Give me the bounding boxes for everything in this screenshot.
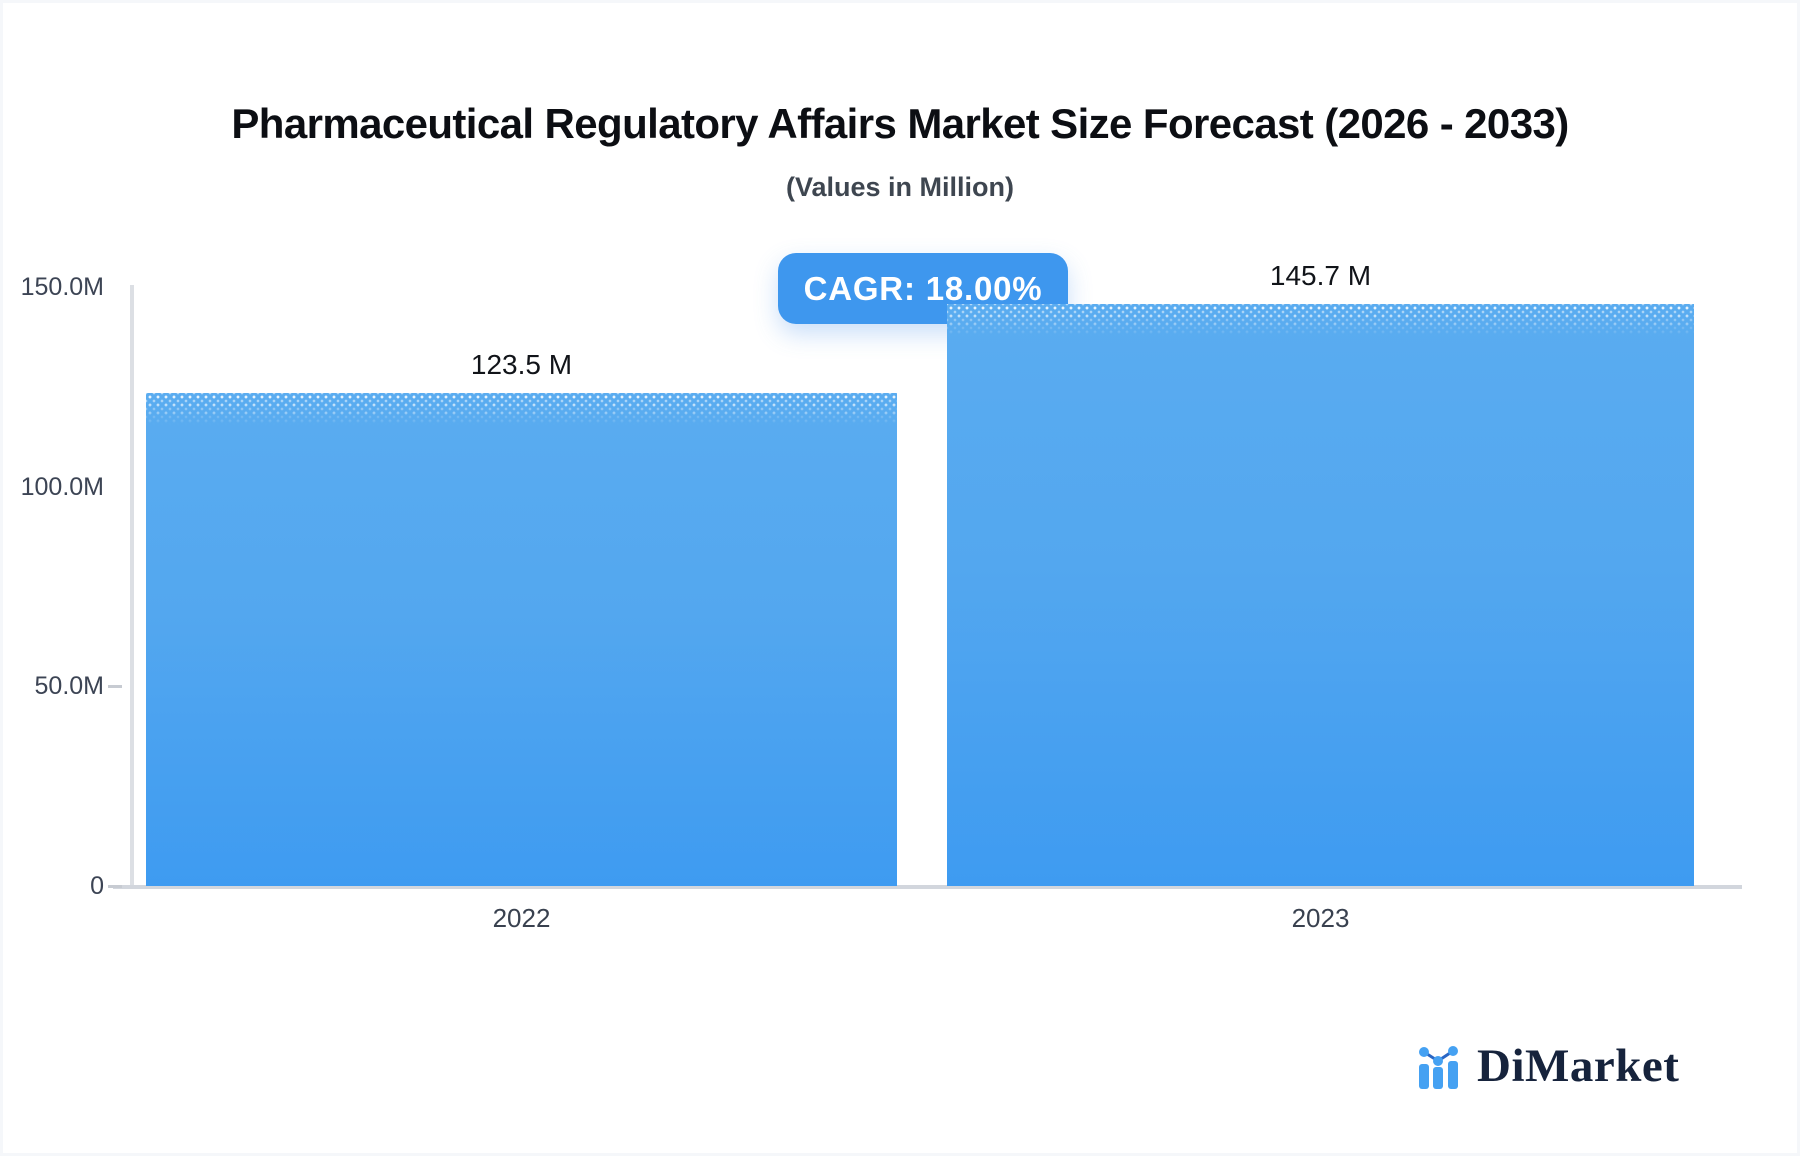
y-axis-line bbox=[130, 285, 134, 886]
bar-chart-logo-icon bbox=[1419, 1046, 1458, 1089]
dimarket-logo: DiMarket bbox=[1414, 1040, 1679, 1092]
bar-value-label-2023: 145.7 M bbox=[1269, 260, 1372, 292]
bar-value-label-2022: 123.5 M bbox=[470, 348, 573, 380]
y-axis-tick-label: 50.0M bbox=[34, 672, 104, 701]
chart-title: Pharmaceutical Regulatory Affairs Market… bbox=[231, 100, 1569, 147]
x-axis-label-2022: 2022 bbox=[492, 903, 551, 933]
bar-2023[interactable] bbox=[947, 304, 1694, 886]
x-axis-label-2023: 2023 bbox=[1291, 903, 1350, 933]
y-axis-tick-label: 150.0M bbox=[20, 273, 104, 301]
cagr-badge-label: CAGR: 18.00% bbox=[803, 269, 1043, 307]
logo-text: DiMarket bbox=[1477, 1040, 1680, 1092]
x-axis-line bbox=[113, 885, 1742, 889]
bar-2022[interactable] bbox=[146, 392, 897, 886]
y-axis-tick-label: 0 bbox=[90, 872, 104, 900]
y-axis-tick-label: 100.0M bbox=[20, 472, 104, 501]
chart-subtitle: (Values in Million) bbox=[785, 172, 1015, 202]
y-axis-tick-mark bbox=[108, 685, 122, 689]
y-axis-tick-mark bbox=[108, 885, 122, 888]
